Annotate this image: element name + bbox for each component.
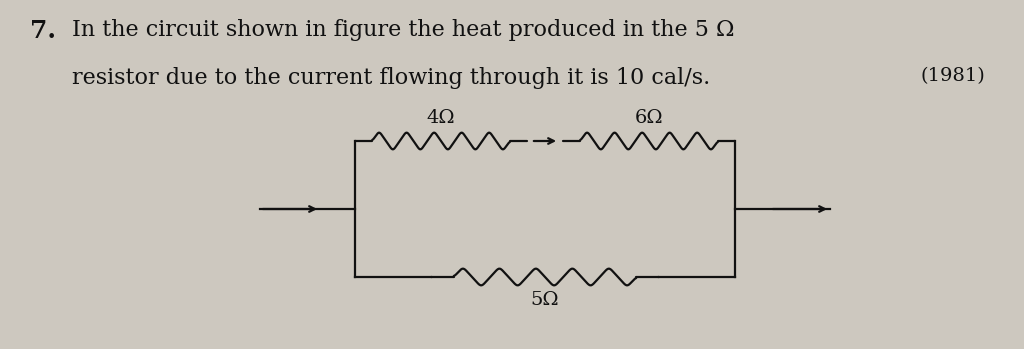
Text: (1981): (1981) <box>921 67 985 85</box>
Text: 6Ω: 6Ω <box>635 109 664 127</box>
Text: resistor due to the current flowing through it is 10 cal/s.: resistor due to the current flowing thro… <box>72 67 711 89</box>
Text: 7.: 7. <box>30 19 56 43</box>
Text: In the circuit shown in figure the heat produced in the 5 Ω: In the circuit shown in figure the heat … <box>72 19 734 41</box>
Text: 4Ω: 4Ω <box>427 109 456 127</box>
Text: 5Ω: 5Ω <box>530 291 559 309</box>
